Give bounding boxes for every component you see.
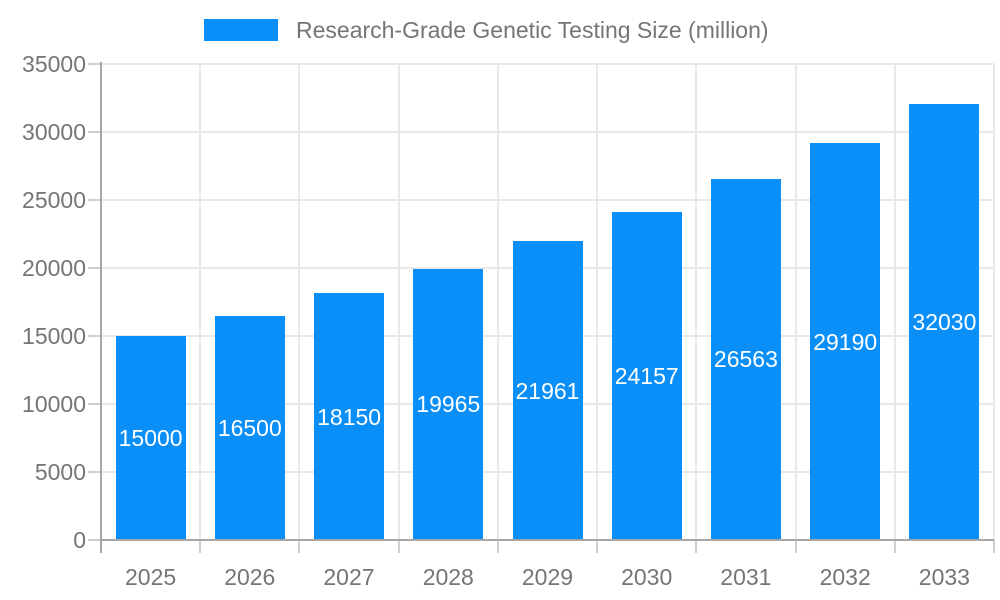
y-tick-label: 35000 [22,51,86,77]
y-tick-label: 10000 [22,391,86,417]
y-axis-tick [88,267,101,269]
bar-2033[interactable] [909,104,980,540]
gridline-vertical [497,64,499,540]
gridline-vertical [398,64,400,540]
bar-2031[interactable] [710,178,781,540]
bar-2025[interactable] [115,336,186,540]
x-axis-tick [695,540,697,553]
x-tick-label: 2031 [720,564,772,590]
gridline-vertical [695,64,697,540]
x-axis-tick [993,540,995,553]
x-tick-label: 2032 [819,564,871,590]
gridline-vertical [298,64,300,540]
x-tick-label: 2030 [621,564,673,590]
x-axis-tick [497,540,499,553]
bar-value-label: 26563 [713,346,778,373]
x-tick-label: 2028 [422,564,474,590]
x-axis-tick [894,540,896,553]
bar-value-label: 21961 [515,377,580,404]
x-tick-label: 2025 [125,564,177,590]
x-tick-label: 2027 [323,564,375,590]
bar-2029[interactable] [512,241,583,540]
legend-label: Research-Grade Genetic Testing Size (mil… [296,17,769,43]
bar-value-label: 15000 [118,425,183,451]
y-axis-tick [88,335,101,337]
gridline-vertical [993,64,995,540]
gridline-vertical [596,64,598,540]
x-axis-tick [298,540,300,553]
gridline-vertical [894,64,896,540]
bar-value-label: 16500 [217,414,282,441]
y-tick-label: 0 [73,527,86,553]
y-axis-line [100,62,102,553]
y-axis-tick [88,403,101,405]
gridline-horizontal [101,199,994,201]
bar-value-label: 19965 [416,391,481,418]
bar-2027[interactable] [314,293,385,540]
gridline-horizontal [101,63,994,65]
x-tick-label: 2026 [224,564,276,590]
x-axis-line [101,539,994,541]
x-tick-label: 2029 [521,564,574,590]
gridline-vertical [199,64,201,540]
y-tick-label: 30000 [22,119,86,145]
gridline-vertical [795,64,797,540]
x-axis-tick [795,540,797,553]
y-tick-label: 15000 [22,323,86,349]
y-tick-label: 20000 [22,255,86,281]
legend-swatch [204,19,278,41]
bar-2032[interactable] [810,143,881,540]
bar-value-label: 18150 [317,403,382,430]
bar-value-label: 32030 [912,309,977,336]
y-axis-tick [88,131,101,133]
bar-2030[interactable] [611,211,682,540]
gridline-horizontal [101,131,994,133]
bar-2028[interactable] [413,268,484,540]
bar-value-label: 29190 [813,328,878,355]
x-axis-tick [398,540,400,553]
x-axis-tick [596,540,598,553]
x-axis-tick [199,540,201,553]
bar-value-label: 24157 [614,362,679,389]
y-axis-tick [88,471,101,473]
y-tick-label: 25000 [22,187,86,213]
y-axis-tick [88,63,101,65]
bar-2026[interactable] [214,315,285,540]
y-axis-tick [88,539,101,541]
x-tick-label: 2033 [918,564,970,590]
y-axis-tick [88,199,101,201]
y-tick-label: 5000 [34,459,86,485]
